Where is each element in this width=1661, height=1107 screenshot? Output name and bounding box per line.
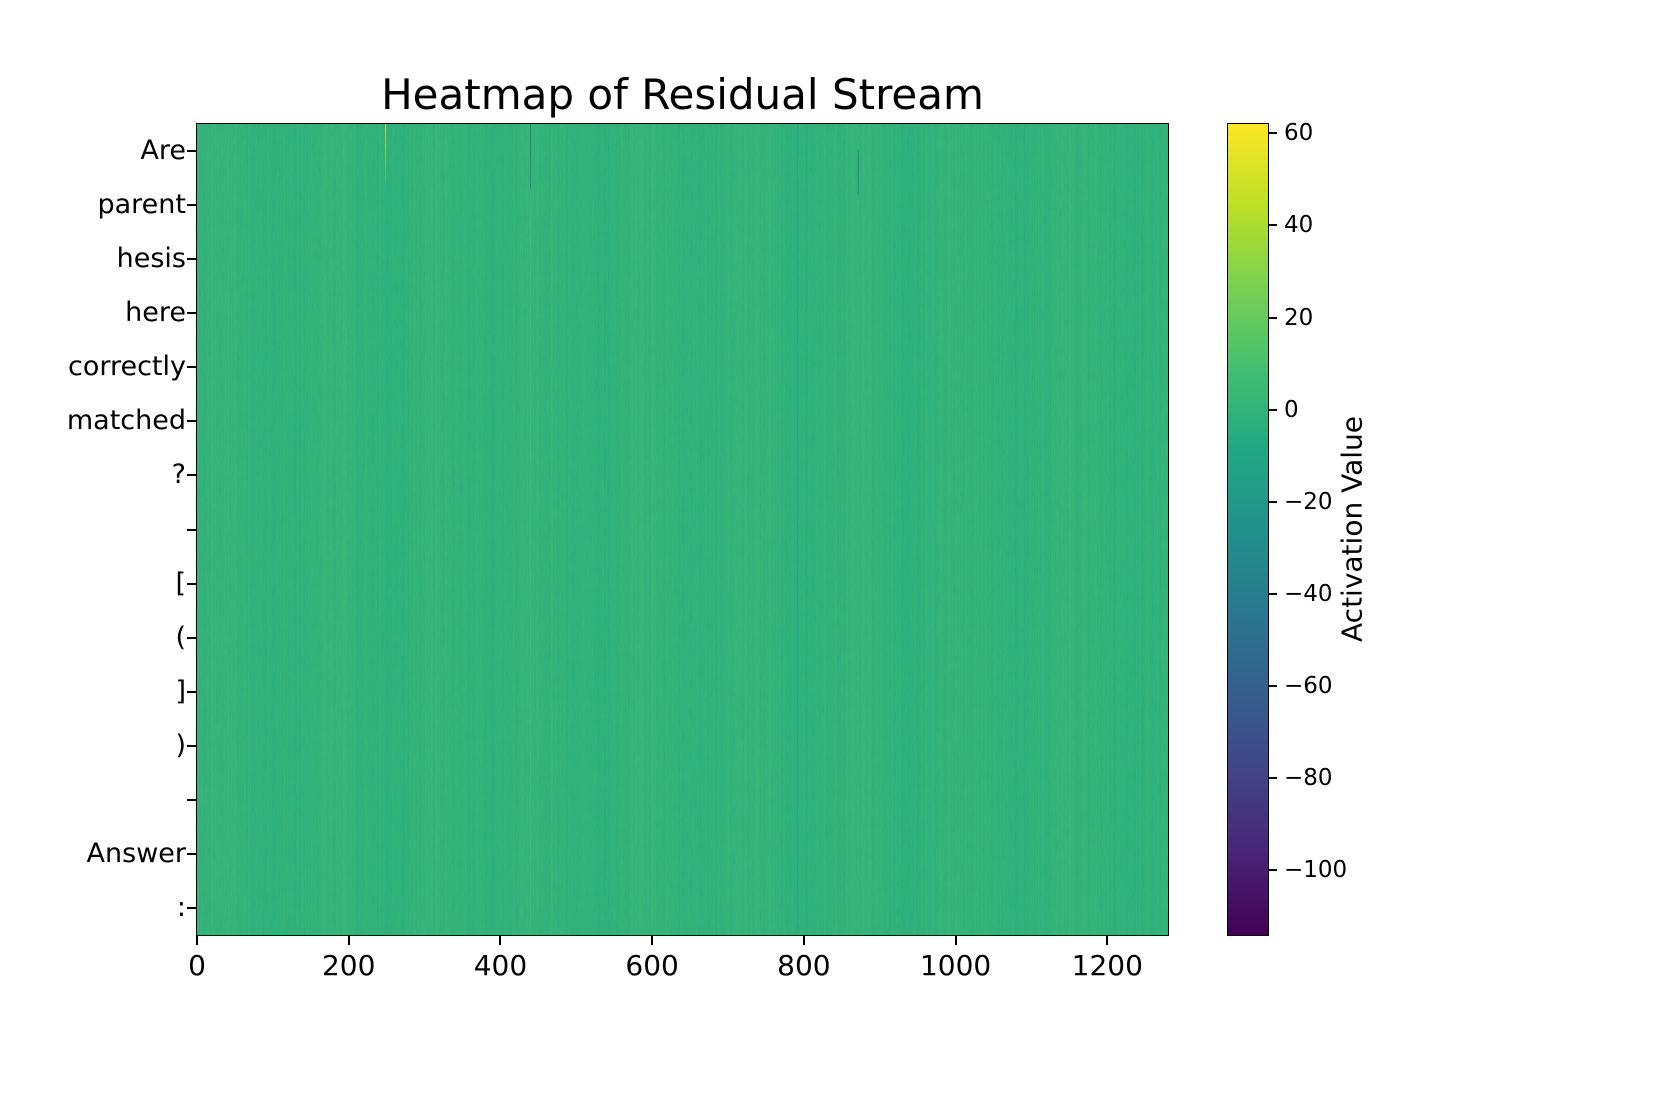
colorbar-label: Activation Value <box>1335 416 1369 642</box>
y-tick-mark <box>187 258 196 261</box>
y-tick-label: ] <box>175 675 186 707</box>
y-tick-label: hesis <box>116 243 186 275</box>
y-tick-mark <box>187 906 196 909</box>
y-tick-mark <box>187 528 196 531</box>
x-tick-mark <box>802 936 805 945</box>
y-tick-label: [ <box>175 567 186 599</box>
colorbar-gradient <box>1228 124 1268 935</box>
x-tick-label: 600 <box>625 949 679 982</box>
colorbar-tick-mark <box>1269 777 1277 780</box>
y-tick-mark <box>187 420 196 423</box>
y-tick-label: : <box>176 891 186 923</box>
y-tick-label: ( <box>175 621 186 653</box>
y-tick-mark <box>187 312 196 315</box>
colorbar-tick-label: 60 <box>1284 120 1314 147</box>
y-tick-label: parent <box>97 189 186 221</box>
y-tick-mark <box>187 636 196 639</box>
colorbar-tick-mark <box>1269 685 1277 688</box>
y-tick-label: correctly <box>67 351 186 383</box>
x-tick-label: 1000 <box>919 949 992 982</box>
x-tick-label: 800 <box>777 949 831 982</box>
y-tick-mark <box>187 852 196 855</box>
x-tick-label: 400 <box>473 949 528 982</box>
y-tick-label: here <box>125 297 186 329</box>
x-tick-mark <box>651 936 654 945</box>
colorbar-tick-label: 20 <box>1284 304 1314 331</box>
y-tick-mark <box>187 150 196 153</box>
chart-title: Heatmap of Residual Stream <box>381 70 984 119</box>
colorbar <box>1227 123 1269 936</box>
y-tick-mark <box>187 744 196 747</box>
plot-area <box>196 123 1169 936</box>
x-tick-mark <box>954 936 957 945</box>
colorbar-tick-mark <box>1269 224 1277 227</box>
x-tick-mark <box>1106 936 1109 945</box>
y-tick-mark <box>187 582 196 585</box>
colorbar-tick-label: −20 <box>1284 488 1333 515</box>
colorbar-tick-label: −60 <box>1284 673 1333 700</box>
x-tick-label: 1200 <box>1071 949 1143 982</box>
x-tick-mark <box>196 936 198 945</box>
colorbar-tick-label: −40 <box>1284 581 1333 607</box>
colorbar-tick-mark <box>1269 869 1277 872</box>
colorbar-tick-label: −100 <box>1284 857 1348 884</box>
colorbar-tick-mark <box>1269 408 1277 411</box>
x-tick-label: 0 <box>188 949 206 982</box>
colorbar-tick-label: 40 <box>1284 212 1314 239</box>
colorbar-tick-label: −80 <box>1284 765 1333 792</box>
y-tick-mark <box>187 798 196 801</box>
y-tick-label: Answer <box>86 837 186 869</box>
y-tick-mark <box>187 474 196 477</box>
colorbar-tick-mark <box>1269 316 1277 319</box>
y-tick-mark <box>187 366 196 369</box>
y-tick-label: Are <box>140 135 186 167</box>
y-tick-label: ? <box>171 459 186 491</box>
y-tick-label: ) <box>175 729 186 761</box>
y-tick-label: matched <box>66 405 186 437</box>
colorbar-tick-label: 0 <box>1284 396 1299 423</box>
heatmap-canvas <box>197 124 1168 935</box>
y-tick-mark <box>187 690 196 693</box>
colorbar-tick-mark <box>1269 132 1277 135</box>
x-tick-mark <box>499 936 502 945</box>
colorbar-tick-mark <box>1269 593 1277 595</box>
y-tick-mark <box>187 204 196 207</box>
x-tick-label: 200 <box>321 949 376 982</box>
colorbar-tick-mark <box>1269 500 1277 503</box>
x-tick-mark <box>347 936 350 945</box>
